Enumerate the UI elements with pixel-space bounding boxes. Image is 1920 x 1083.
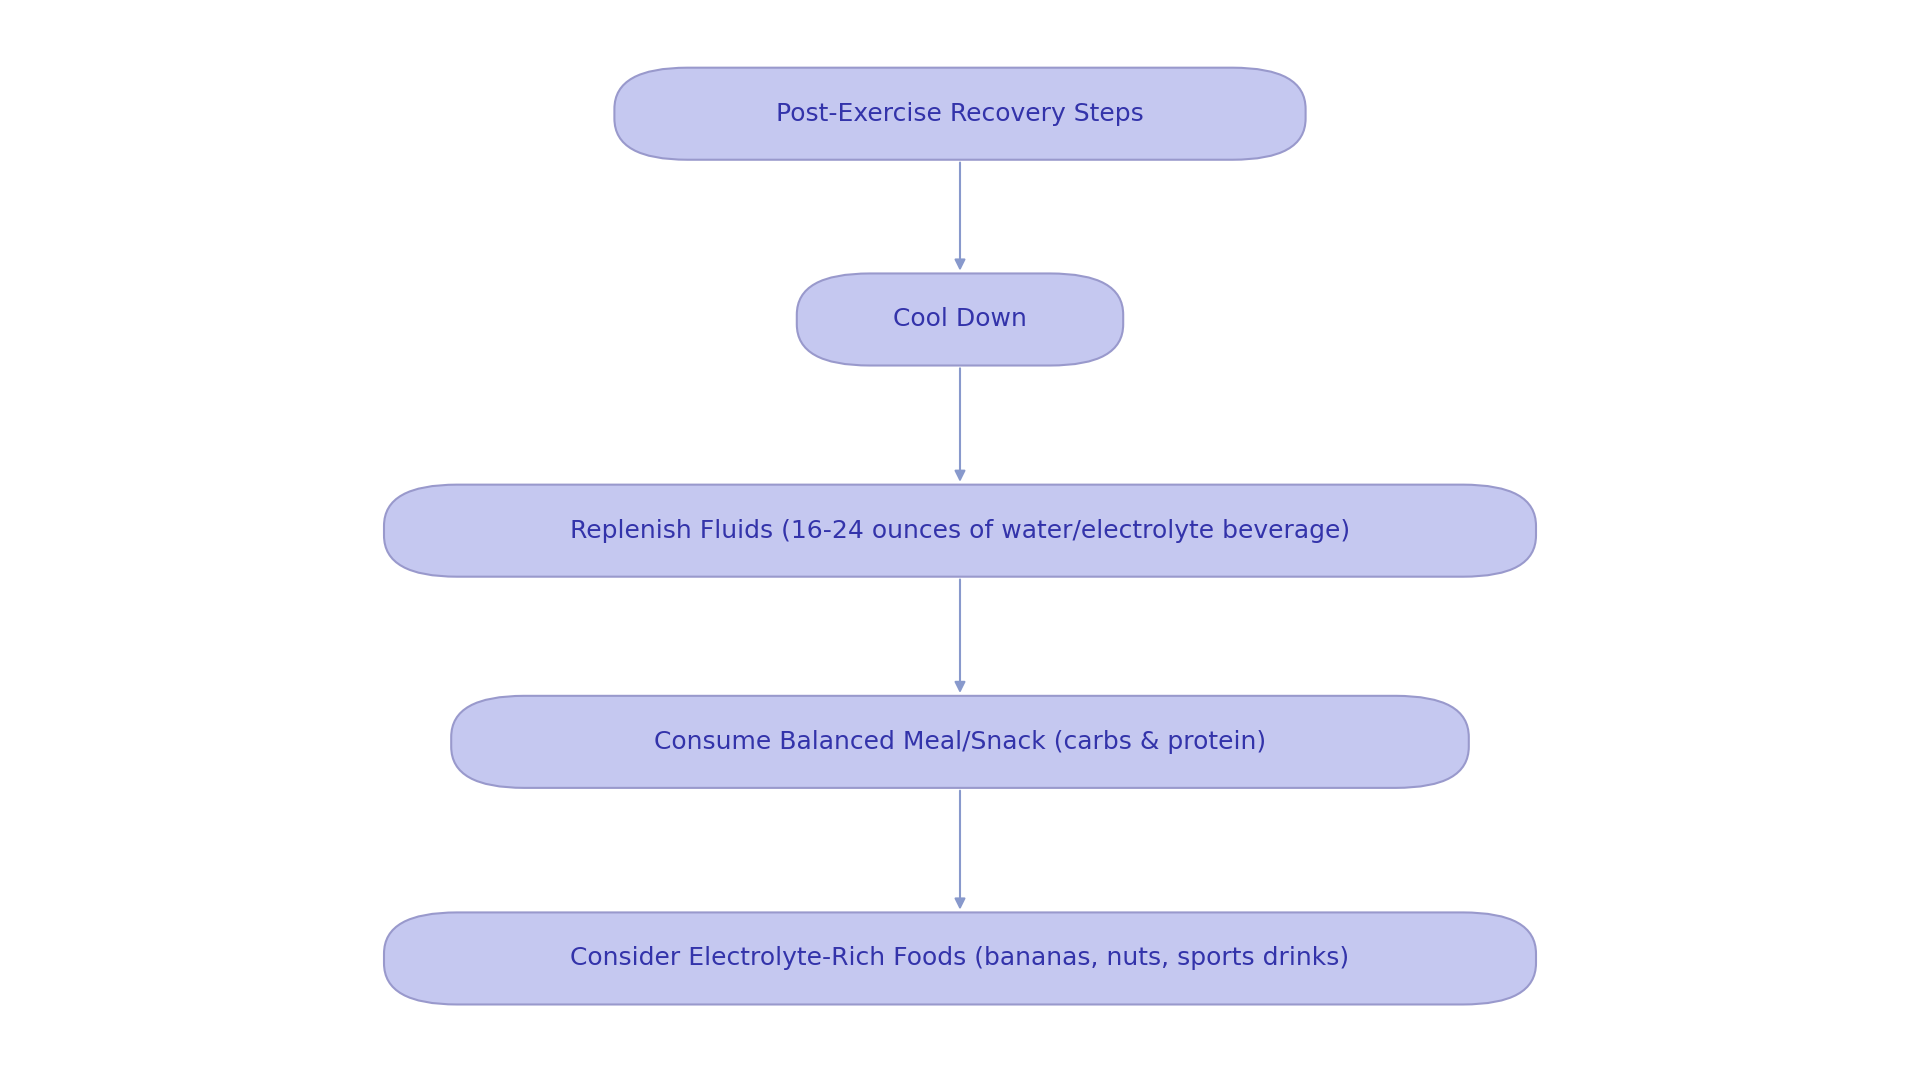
Text: Consider Electrolyte-Rich Foods (bananas, nuts, sports drinks): Consider Electrolyte-Rich Foods (bananas… — [570, 947, 1350, 970]
Text: Post-Exercise Recovery Steps: Post-Exercise Recovery Steps — [776, 102, 1144, 126]
FancyBboxPatch shape — [384, 912, 1536, 1005]
FancyBboxPatch shape — [384, 485, 1536, 576]
Text: Cool Down: Cool Down — [893, 308, 1027, 331]
Text: Replenish Fluids (16-24 ounces of water/electrolyte beverage): Replenish Fluids (16-24 ounces of water/… — [570, 519, 1350, 543]
FancyBboxPatch shape — [451, 695, 1469, 788]
FancyBboxPatch shape — [614, 67, 1306, 159]
Text: Consume Balanced Meal/Snack (carbs & protein): Consume Balanced Meal/Snack (carbs & pro… — [655, 730, 1265, 754]
FancyBboxPatch shape — [797, 274, 1123, 366]
